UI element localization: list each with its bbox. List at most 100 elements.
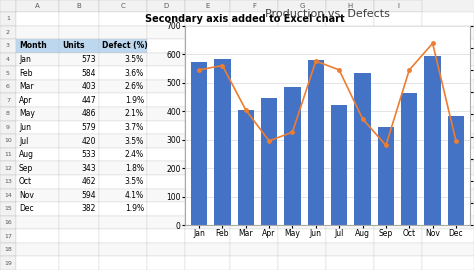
Bar [16, 26, 59, 39]
Bar [278, 93, 326, 107]
Bar [99, 53, 147, 66]
Bar [59, 188, 99, 202]
Bar [326, 26, 374, 39]
Bar [422, 121, 474, 134]
Text: Units: Units [62, 42, 84, 50]
Bar [147, 148, 185, 161]
Bar [230, 53, 278, 66]
Bar [326, 161, 374, 175]
Text: Aug: Aug [19, 150, 34, 159]
Text: 573: 573 [82, 55, 96, 64]
Bar [374, 53, 422, 66]
Bar [59, 12, 99, 26]
Text: Month: Month [19, 42, 47, 50]
Text: 5: 5 [6, 71, 10, 76]
Text: 486: 486 [82, 109, 96, 118]
Text: 4.1%: 4.1% [125, 191, 144, 200]
Bar [16, 229, 59, 243]
Bar [185, 39, 230, 53]
Text: Dec: Dec [19, 204, 34, 213]
Bar [147, 93, 185, 107]
Bar [355, 73, 371, 225]
Bar [422, 26, 474, 39]
Bar [278, 66, 326, 80]
Bar [0, 0, 16, 12]
Bar [147, 229, 185, 243]
Bar [0, 12, 16, 26]
Text: 9: 9 [6, 125, 10, 130]
Bar [185, 161, 230, 175]
Bar [230, 121, 278, 134]
Text: 12: 12 [4, 166, 12, 171]
Text: 19: 19 [4, 261, 12, 266]
Bar [16, 175, 59, 188]
Bar [147, 66, 185, 80]
Bar [230, 39, 278, 53]
Bar [59, 0, 99, 12]
Text: 447: 447 [82, 96, 96, 105]
Bar [147, 80, 185, 93]
Bar [374, 134, 422, 148]
Bar [278, 12, 326, 26]
Text: 1.9%: 1.9% [125, 204, 144, 213]
Bar [99, 188, 147, 202]
Bar [16, 66, 59, 80]
Bar [374, 107, 422, 121]
Bar [99, 256, 147, 270]
Bar [374, 93, 422, 107]
Bar [374, 66, 422, 80]
Text: G: G [299, 3, 305, 9]
Bar [326, 148, 374, 161]
Text: 403: 403 [82, 82, 96, 91]
Bar [230, 93, 278, 107]
Text: 1.9%: 1.9% [125, 96, 144, 105]
Text: Oct: Oct [19, 177, 32, 186]
Bar [0, 188, 16, 202]
Text: Jul: Jul [19, 137, 28, 146]
Bar [374, 148, 422, 161]
Bar [59, 161, 99, 175]
Bar [278, 243, 326, 256]
Bar [374, 216, 422, 229]
Bar [422, 53, 474, 66]
Bar [422, 229, 474, 243]
Text: May: May [19, 109, 35, 118]
Text: 1: 1 [6, 16, 10, 21]
Bar [59, 229, 99, 243]
Text: I: I [397, 3, 399, 9]
Bar [278, 53, 326, 66]
Bar [16, 53, 59, 66]
Bar [422, 161, 474, 175]
Bar [16, 188, 59, 202]
Bar [0, 93, 16, 107]
Bar [230, 175, 278, 188]
Bar [59, 80, 99, 93]
Bar [185, 202, 230, 216]
Bar [230, 107, 278, 121]
Bar [147, 175, 185, 188]
Bar [230, 229, 278, 243]
Bar [59, 243, 99, 256]
Bar [0, 26, 16, 39]
Bar [374, 161, 422, 175]
Text: 2.1%: 2.1% [125, 109, 144, 118]
Bar [278, 256, 326, 270]
Bar [16, 134, 59, 148]
Bar [16, 202, 59, 216]
Bar [59, 66, 99, 80]
Bar [422, 202, 474, 216]
Bar [185, 216, 230, 229]
Bar [16, 243, 59, 256]
Bar [0, 134, 16, 148]
Bar [185, 148, 230, 161]
Bar [185, 175, 230, 188]
Bar [230, 26, 278, 39]
Text: 11: 11 [4, 152, 12, 157]
Bar [147, 216, 185, 229]
Bar [230, 243, 278, 256]
Bar [230, 161, 278, 175]
Bar [147, 107, 185, 121]
Bar [422, 148, 474, 161]
Text: 420: 420 [82, 137, 96, 146]
Bar [326, 121, 374, 134]
